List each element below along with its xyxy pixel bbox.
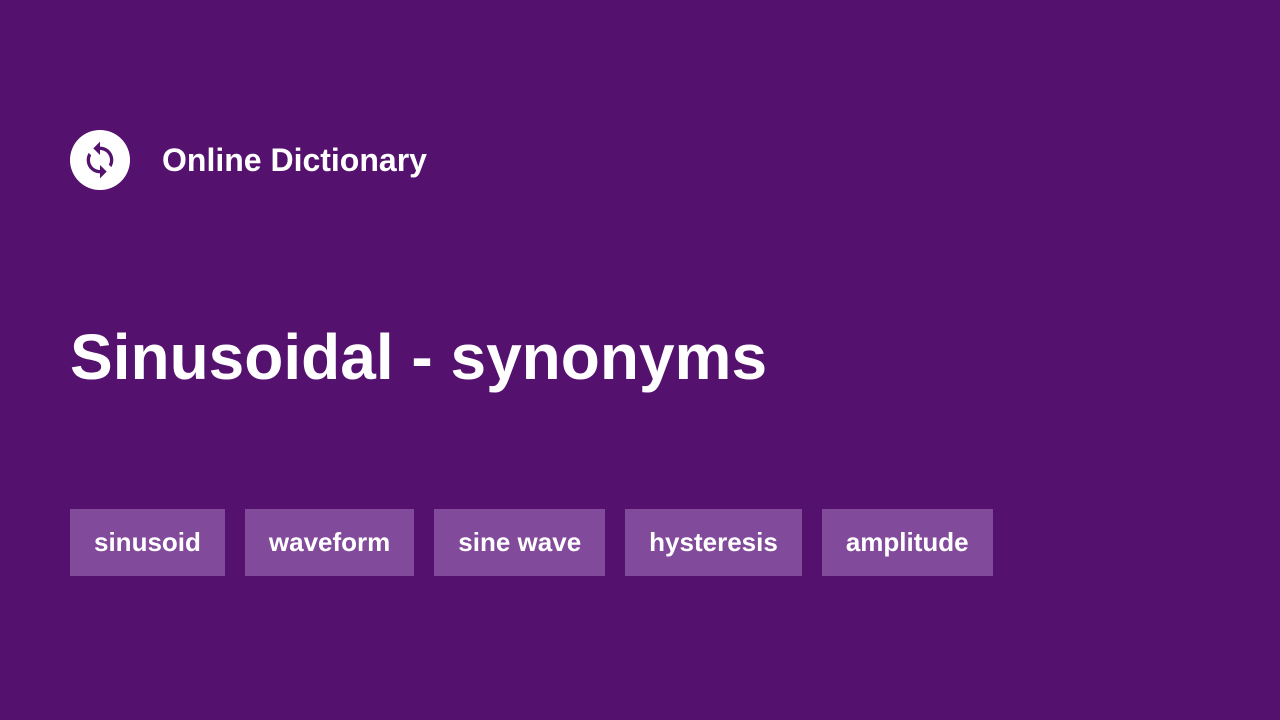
main-container: Online Dictionary Sinusoidal - synonyms …	[0, 0, 1280, 576]
synonym-list: sinusoid waveform sine wave hysteresis a…	[70, 509, 1210, 576]
logo-icon	[70, 130, 130, 190]
header: Online Dictionary	[70, 130, 1210, 190]
synonym-tag[interactable]: waveform	[245, 509, 414, 576]
synonym-tag[interactable]: hysteresis	[625, 509, 802, 576]
synonym-tag[interactable]: amplitude	[822, 509, 993, 576]
page-heading: Sinusoidal - synonyms	[70, 320, 1210, 394]
site-title: Online Dictionary	[162, 142, 427, 179]
synonym-tag[interactable]: sinusoid	[70, 509, 225, 576]
synonym-tag[interactable]: sine wave	[434, 509, 605, 576]
refresh-icon	[80, 140, 120, 180]
